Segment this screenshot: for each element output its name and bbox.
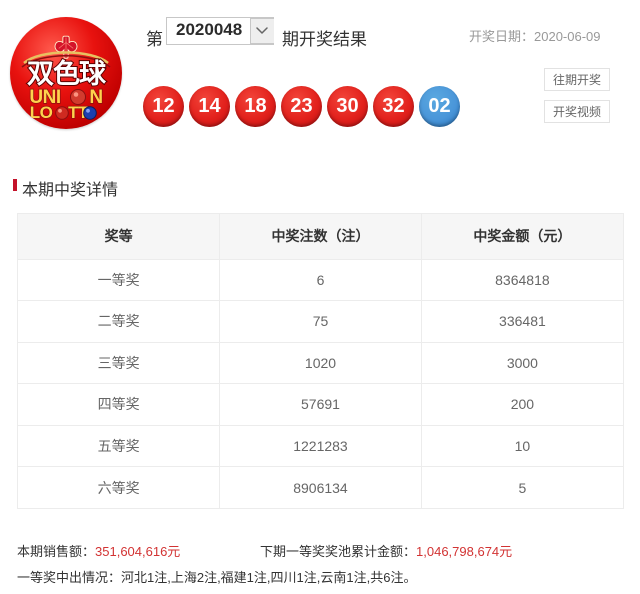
svg-text:N: N: [89, 87, 102, 108]
svg-text:LO: LO: [30, 103, 53, 122]
svg-text:双色球: 双色球: [27, 58, 107, 89]
